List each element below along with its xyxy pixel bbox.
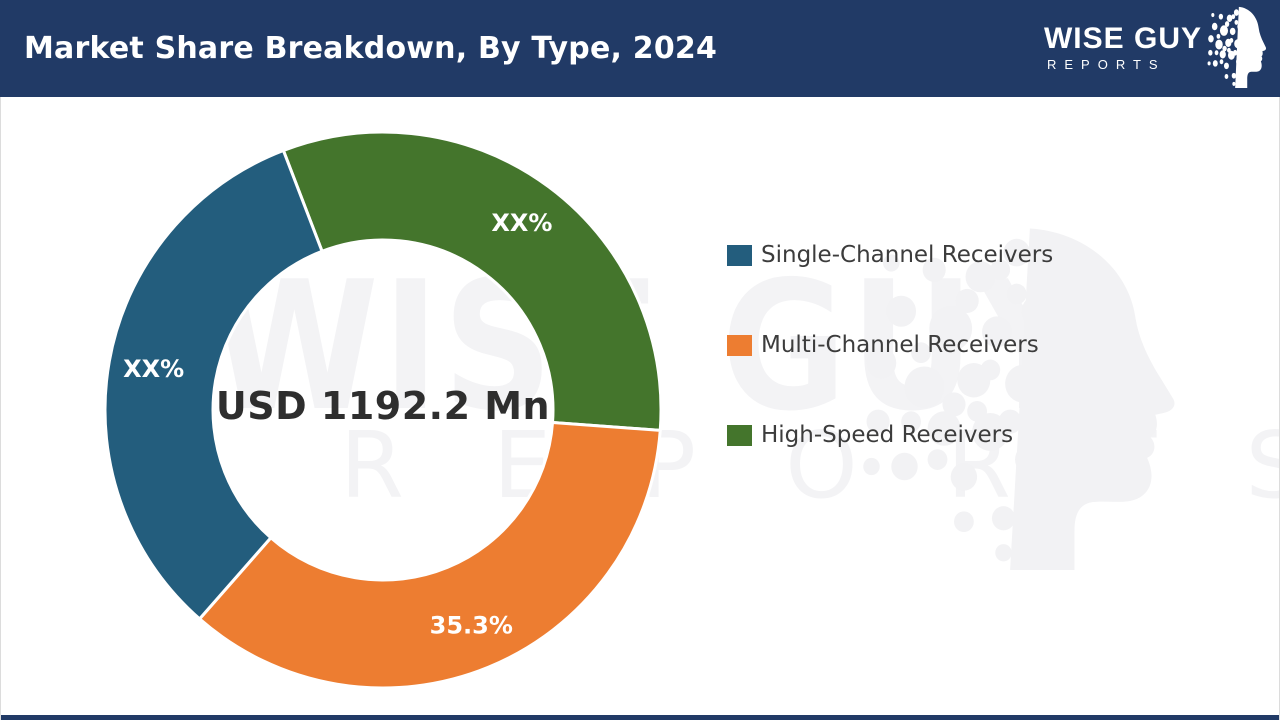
legend-label: High-Speed Receivers (761, 422, 1014, 448)
legend-item-single-channel-receivers: Single-Channel Receivers (727, 240, 1053, 270)
page-title: Market Share Breakdown, By Type, 2024 (24, 31, 718, 66)
donut-segment-multi-channel-receivers (198, 420, 662, 690)
legend-item-high-speed-receivers: High-Speed Receivers (727, 420, 1053, 450)
legend-swatch-multi-channel (727, 334, 752, 356)
wise-guy-logo: WISE GUY REPORTS (1044, 6, 1268, 88)
legend-swatch-high-speed (727, 424, 752, 446)
legend-label: Multi-Channel Receivers (761, 332, 1039, 358)
slice-label: XX% (123, 355, 184, 383)
legend-label: Single-Channel Receivers (761, 242, 1054, 268)
donut-segment-high-speed-receivers (281, 130, 663, 432)
legend-swatch-single-channel (727, 244, 752, 266)
page-border-left (0, 97, 1, 720)
logo-wordmark: WISE GUY (1043, 22, 1202, 55)
legend-item-multi-channel-receivers: Multi-Channel Receivers (727, 330, 1053, 360)
logo-subtitle: REPORTS (1046, 57, 1166, 72)
donut-segment-single-channel-receivers (103, 148, 324, 621)
slice-label: XX% (491, 209, 552, 237)
slice-label: 35.3% (430, 612, 513, 640)
header-bar: Market Share Breakdown, By Type, 2024 WI… (0, 0, 1280, 97)
chart-center-value: USD 1192.2 Mn (215, 384, 551, 428)
logo-face-icon (1207, 6, 1267, 88)
logo-text: WISE GUY REPORTS (1044, 22, 1202, 72)
footer-bar (0, 715, 1280, 720)
chart-legend: Single-Channel Receivers Multi-Channel R… (727, 240, 1053, 450)
